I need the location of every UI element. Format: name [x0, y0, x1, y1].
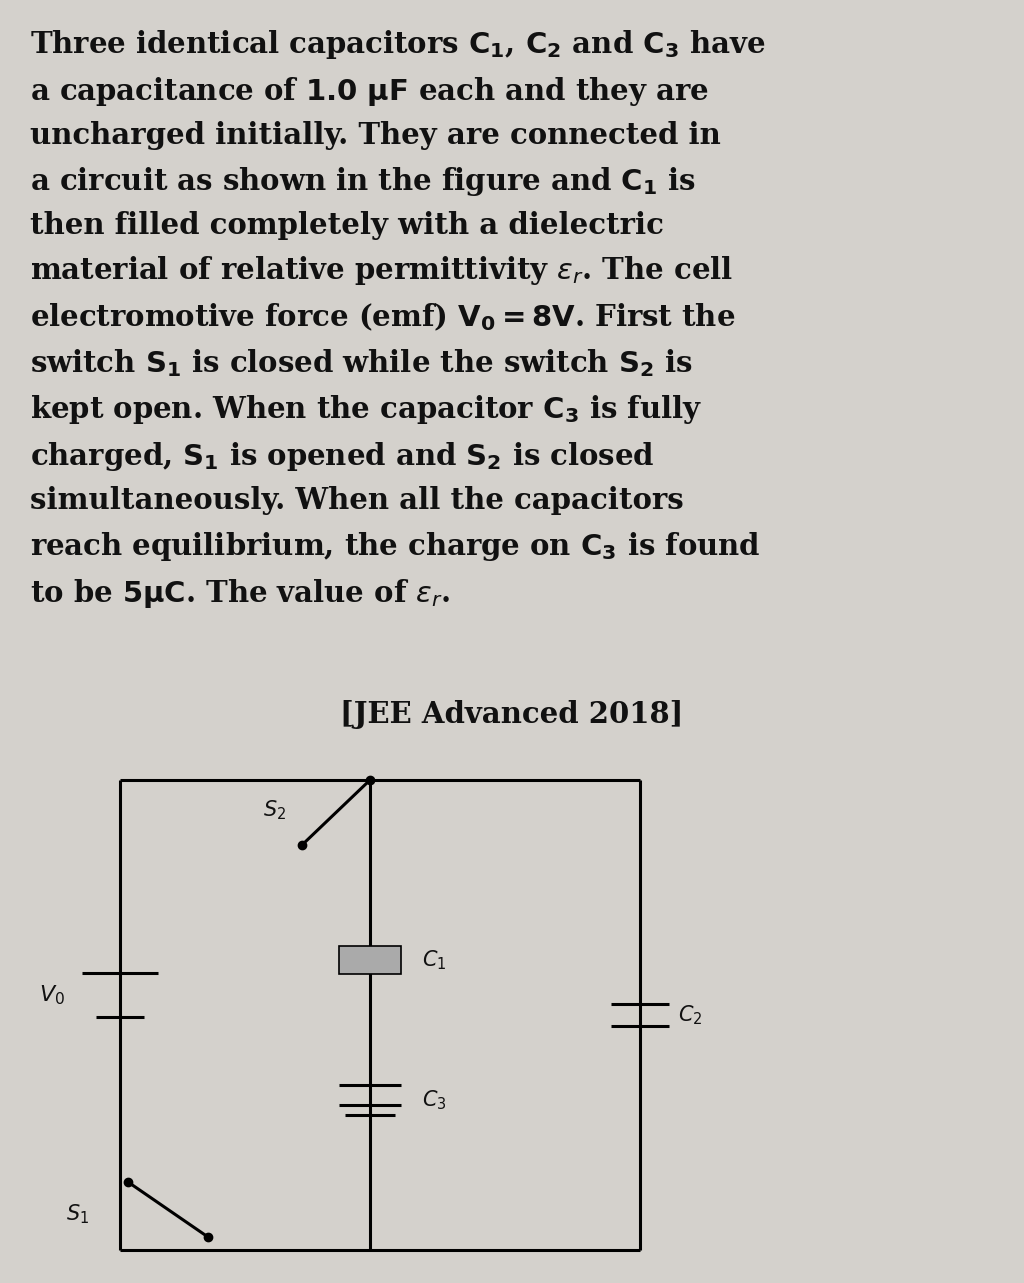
Text: Three identical capacitors $\mathbf{C_1}$, $\mathbf{C_2}$ and $\mathbf{C_3}$ hav: Three identical capacitors $\mathbf{C_1}… [30, 28, 766, 609]
Bar [339, 946, 401, 974]
Text: $C_2$: $C_2$ [678, 1003, 702, 1026]
Text: $C_3$: $C_3$ [422, 1088, 446, 1112]
Text: [JEE Advanced 2018]: [JEE Advanced 2018] [340, 701, 684, 729]
Text: $C_1$: $C_1$ [422, 948, 446, 971]
Text: $V_0$: $V_0$ [39, 983, 65, 1007]
Text: $S_2$: $S_2$ [263, 798, 287, 821]
Text: $S_1$: $S_1$ [67, 1202, 89, 1225]
